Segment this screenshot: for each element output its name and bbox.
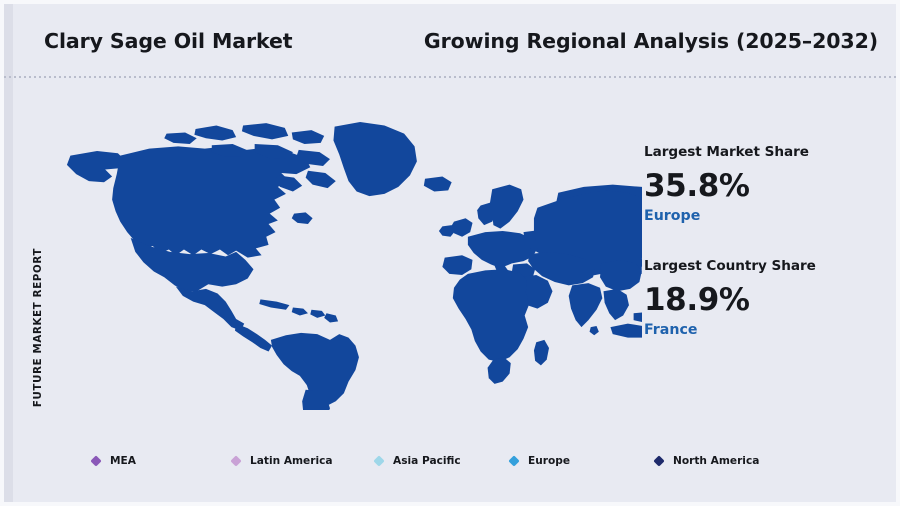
legend-item-label: Europe xyxy=(528,455,571,467)
legend: MEA Latin America Asia Pacific Europe No… xyxy=(90,450,792,472)
legend-marker-icon xyxy=(90,455,102,467)
legend-item-asia-pacific: Asia Pacific xyxy=(373,450,461,472)
header-subtitle: Growing Regional Analysis (2025–2032) xyxy=(423,28,878,53)
legend-marker-icon xyxy=(230,455,242,467)
legend-item-north-america: North America xyxy=(653,450,760,472)
legend-item-label: North America xyxy=(673,455,760,467)
left-edge-stripe xyxy=(4,4,13,502)
page-title: Clary Sage Oil Market xyxy=(44,28,293,53)
stat-title: Largest Market Share xyxy=(644,144,809,160)
stat-block-largest-country-share: Largest Country Share 18.9% France xyxy=(644,258,889,339)
stat-region: France xyxy=(644,322,698,339)
stat-block-largest-market-share: Largest Market Share 35.8% Europe xyxy=(644,144,889,225)
legend-item-label: Latin America xyxy=(250,455,333,467)
world-map-icon xyxy=(62,100,642,410)
stat-title: Largest Country Share xyxy=(644,258,816,275)
stat-value: 35.8% xyxy=(644,168,750,205)
header-divider xyxy=(4,76,896,78)
legend-item-label: MEA xyxy=(110,455,136,467)
legend-marker-icon xyxy=(653,455,665,467)
brand-vertical-label: FUTURE MARKET REPORT xyxy=(30,232,48,422)
brand-vertical-label-text: FUTURE MARKET REPORT xyxy=(33,247,45,407)
stat-region: Europe xyxy=(644,208,701,225)
legend-item-label: Asia Pacific xyxy=(393,455,461,467)
world-map-svg xyxy=(66,122,642,410)
legend-item-mea: MEA xyxy=(90,450,136,472)
legend-item-latin-america: Latin America xyxy=(230,450,333,472)
legend-marker-icon xyxy=(508,455,520,467)
legend-item-europe: Europe xyxy=(508,450,571,472)
legend-marker-icon xyxy=(373,455,385,467)
world-map-landmasses xyxy=(66,122,642,410)
stat-value: 18.9% xyxy=(644,282,750,319)
stats-panel: Largest Market Share 35.8% Europe Larges… xyxy=(644,144,889,339)
header-bar: Clary Sage Oil Market Growing Regional A… xyxy=(4,4,896,77)
